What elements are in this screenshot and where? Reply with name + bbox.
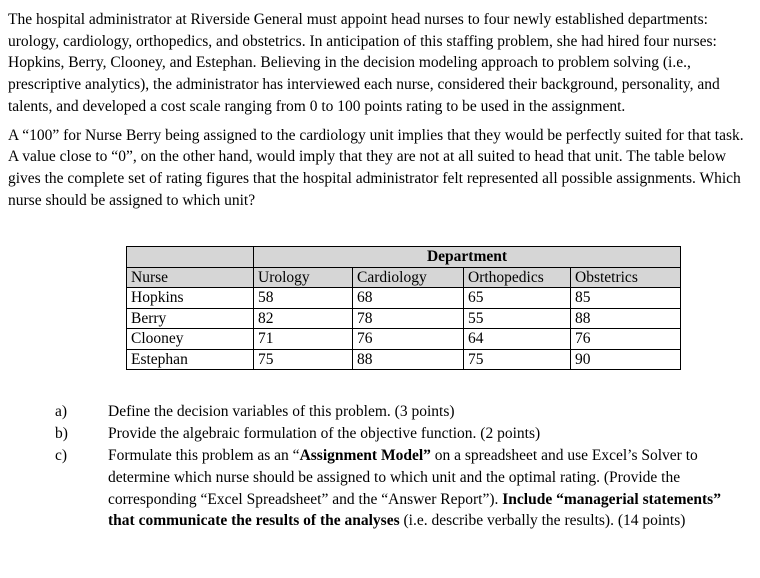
- table-group-header-row: Department: [126, 246, 681, 268]
- rating-cell: 88: [570, 307, 681, 330]
- rating-cell: 58: [253, 287, 353, 309]
- col-header-obstetrics: Obstetrics: [570, 266, 681, 289]
- question-b-marker: b): [55, 425, 68, 443]
- nurse-name-cell: Berry: [126, 307, 254, 330]
- rating-cell: 65: [463, 287, 571, 309]
- rating-cell: 75: [253, 348, 353, 371]
- question-a-marker: a): [55, 403, 68, 421]
- intro-paragraph: The hospital administrator at Riverside …: [8, 11, 720, 115]
- rating-cell: 88: [352, 348, 464, 371]
- rating-cell: 78: [352, 307, 464, 330]
- nurse-name-cell: Clooney: [126, 328, 254, 350]
- question-c-segment-4: Include “managerial statements” that com…: [108, 490, 721, 530]
- question-c-segment-5: (i.e. describe verbally the results). (1…: [399, 512, 686, 530]
- rating-cell: 64: [463, 328, 571, 350]
- rating-cell: 85: [570, 287, 681, 309]
- table-row-clooney: Clooney 71 76 64 76: [126, 328, 681, 350]
- rating-cell: 75: [463, 348, 571, 371]
- col-header-nurse: Nurse: [126, 266, 254, 289]
- question-b: b) Provide the algebraic formulation of …: [8, 423, 760, 445]
- table-row-hopkins: Hopkins 58 68 65 85: [126, 287, 681, 309]
- rating-cell: 76: [570, 328, 681, 350]
- rating-cell: 90: [570, 348, 681, 371]
- question-a-text: Define the decision variables of this pr…: [108, 403, 455, 421]
- question-c-marker: c): [55, 446, 68, 464]
- nurse-name-cell: Estephan: [126, 348, 254, 371]
- rating-cell: 76: [352, 328, 464, 350]
- question-c-text: Formulate this problem as an “Assignment…: [108, 445, 749, 532]
- rating-cell: 55: [463, 307, 571, 330]
- question-c-segment-1: Formulate this problem as an “: [108, 446, 300, 464]
- col-header-urology: Urology: [253, 266, 353, 289]
- table-row-berry: Berry 82 78 55 88: [126, 307, 681, 330]
- table-corner-cell: [126, 246, 254, 268]
- rating-cell: 68: [352, 287, 464, 309]
- rating-cell: 82: [253, 307, 353, 330]
- question-b-text: Provide the algebraic formulation of the…: [108, 425, 541, 443]
- col-header-orthopedics: Orthopedics: [463, 266, 571, 289]
- nurse-name-cell: Hopkins: [126, 287, 254, 309]
- question-a: a) Define the decision variables of this…: [8, 401, 760, 423]
- table-row-estephan: Estephan 75 88 75 90: [126, 348, 681, 371]
- table-column-header-row: Nurse Urology Cardiology Orthopedics Obs…: [126, 266, 681, 289]
- question-c-segment-3: on a spreadsheet and use Excel’s Solver …: [108, 446, 698, 508]
- question-list: a) Define the decision variables of this…: [8, 401, 760, 532]
- table-group-header-department: Department: [253, 246, 681, 268]
- rating-explanation-paragraph: A “100” for Nurse Berry being assigned t…: [8, 126, 744, 209]
- question-c: c) Formulate this problem as an “Assignm…: [8, 445, 760, 532]
- rating-cell: 71: [253, 328, 353, 350]
- question-c-segment-2: Assignment Model”: [299, 446, 431, 464]
- ratings-table: Department Nurse Urology Cardiology Orth…: [126, 246, 681, 371]
- col-header-cardiology: Cardiology: [352, 266, 464, 289]
